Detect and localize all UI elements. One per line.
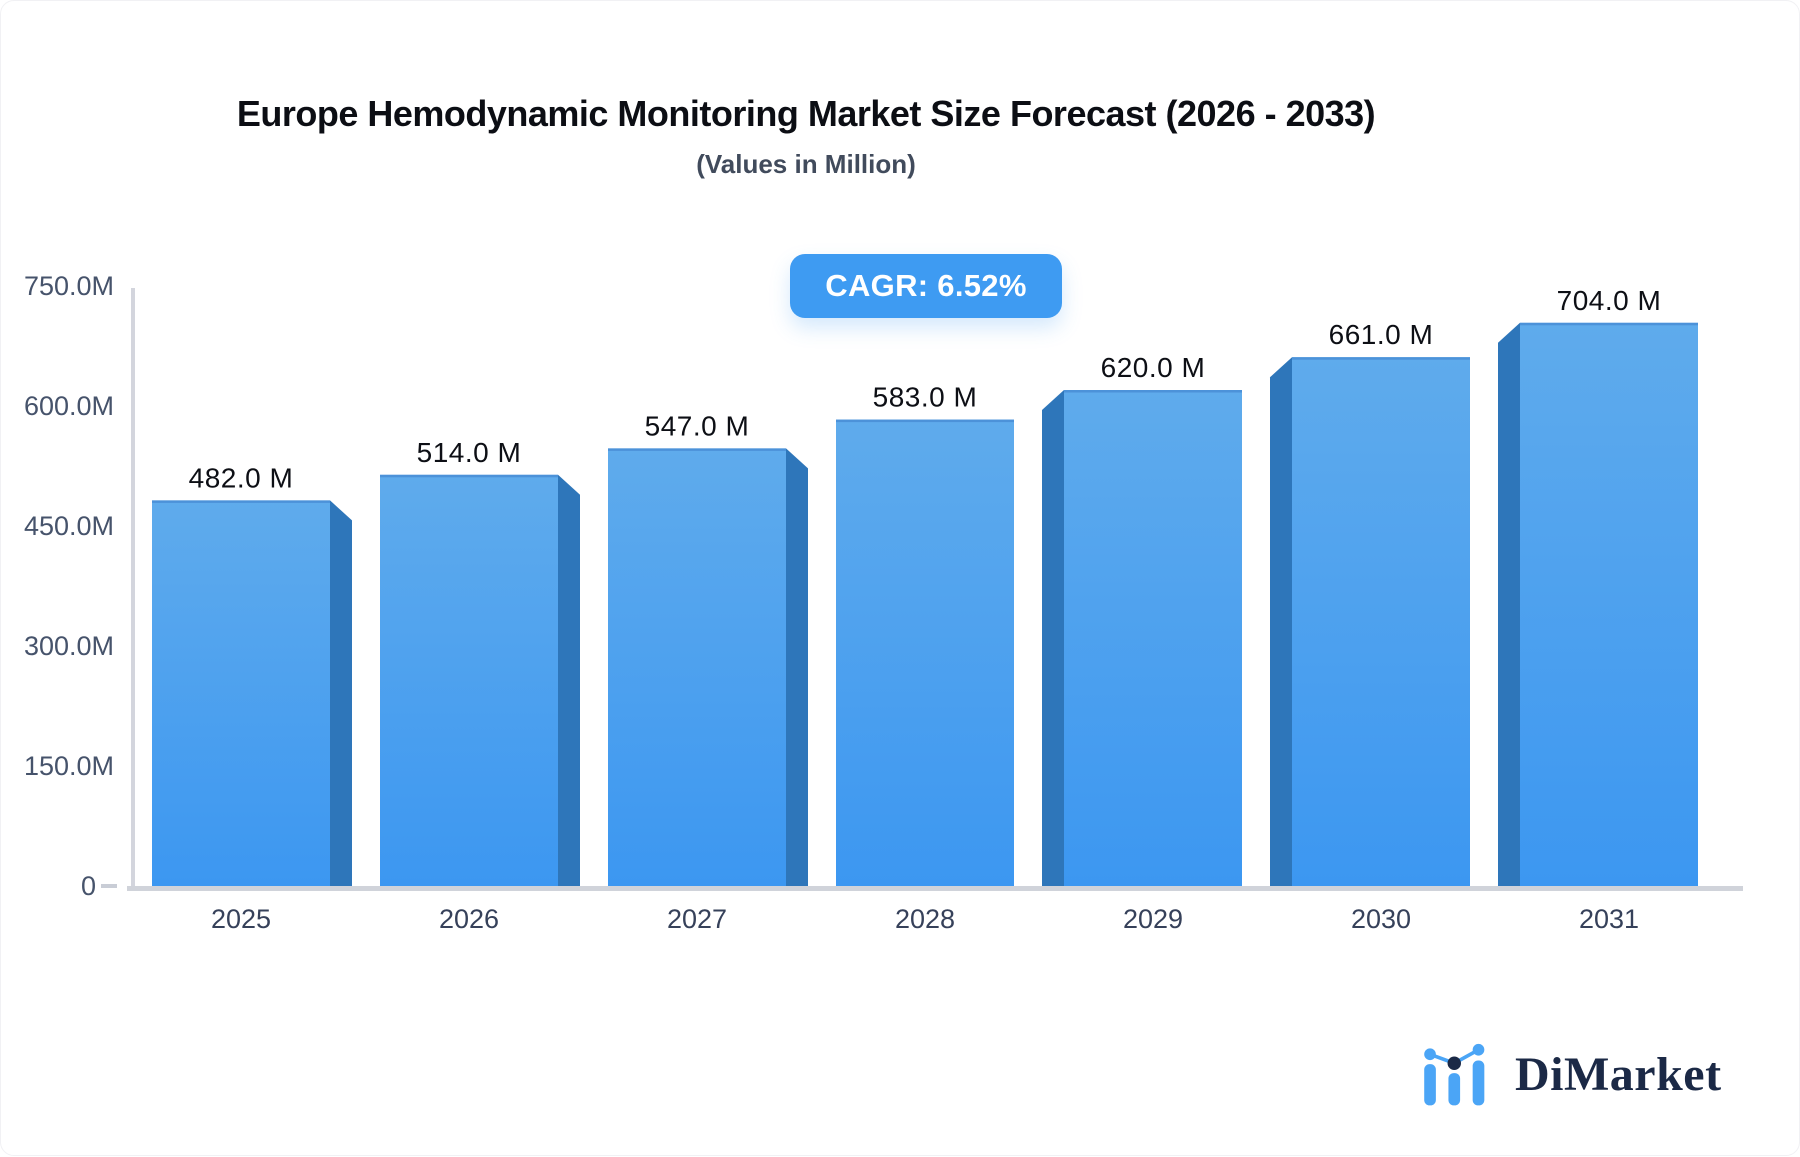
x-tick-label-2030: 2030 [1351, 904, 1411, 934]
bar-top-edge [1292, 357, 1470, 360]
chart-header: Europe Hemodynamic Monitoring Market Siz… [1, 93, 1611, 180]
bar-value-label-2027: 547.0 M [645, 410, 750, 441]
bar-value-label-2026: 514.0 M [417, 437, 522, 468]
bar-face [152, 500, 330, 886]
bar-2031 [1498, 322, 1698, 886]
bar-top-edge [380, 474, 558, 478]
bar-face [1292, 357, 1470, 886]
bar-value-label-2028: 583.0 M [873, 382, 978, 413]
bar-face [608, 448, 786, 886]
bar-2030 [1270, 357, 1470, 886]
y-tick-label-150.0M: 150.0M [24, 751, 114, 781]
axis-labels: 750.0M 600.0M 450.0M 300.0M 150.0M 0 482.0 M 20… [24, 271, 1661, 934]
bar-top-edge [152, 500, 330, 503]
x-tick-label-2026: 2026 [439, 904, 499, 934]
bar-2029 [1042, 390, 1242, 886]
bar-face [1064, 390, 1242, 886]
bar-value-label-2025: 482.0 M [189, 462, 294, 493]
bar-top-edge [608, 448, 786, 451]
zero-tick-mark [101, 884, 117, 888]
x-tick-label-2031: 2031 [1579, 904, 1639, 934]
bar-top-edge [836, 419, 1014, 423]
bars [152, 322, 1698, 886]
cagr-badge: CAGR: 6.52% [790, 254, 1062, 318]
bar-2026 [380, 474, 580, 886]
bar-2027 [608, 448, 808, 886]
bar-2025 [152, 500, 352, 886]
x-tick-label-2027: 2027 [667, 904, 727, 934]
x-tick-label-2028: 2028 [895, 904, 955, 934]
bar-2028 [836, 419, 1014, 886]
bar-side-panel [1270, 357, 1292, 886]
dimarket-logo: DiMarket [1415, 1039, 1722, 1109]
dimarket-logo-icon [1424, 1043, 1485, 1106]
bar-side-panel [330, 500, 352, 886]
bar-side-panel [786, 448, 808, 886]
chart-subtitle: (Values in Million) [696, 149, 916, 179]
chart-title: Europe Hemodynamic Monitoring Market Siz… [236, 93, 1376, 134]
x-tick-label-2025: 2025 [211, 904, 271, 934]
axes [101, 288, 1743, 891]
y-tick-label-450.0M: 450.0M [24, 511, 114, 541]
bar-face [836, 419, 1014, 886]
bar-face [380, 474, 558, 886]
bar-value-label-2030: 661.0 M [1329, 319, 1434, 350]
bar-top-edge [1520, 322, 1698, 326]
bar-side-panel [1042, 390, 1064, 886]
dimarket-logo-text: DiMarket [1515, 1047, 1722, 1101]
y-tick-label-600.0M: 600.0M [24, 391, 114, 421]
y-axis-line [131, 288, 135, 886]
x-tick-label-2029: 2029 [1123, 904, 1183, 934]
bar-value-label-2029: 620.0 M [1101, 352, 1206, 383]
y-tick-label-750.0M: 750.0M [24, 271, 114, 301]
y-tick-label-300.0M: 300.0M [24, 631, 114, 661]
bar-value-label-2031: 704.0 M [1557, 285, 1662, 316]
bar-side-panel [1498, 322, 1520, 886]
bar-face [1520, 322, 1698, 886]
x-axis-baseline [127, 886, 1743, 891]
bar-top-edge [1064, 390, 1242, 393]
cagr-badge-label: CAGR: 6.52% [825, 268, 1027, 303]
bar-side-panel [558, 474, 580, 886]
y-tick-label-0: 0 [81, 871, 96, 901]
